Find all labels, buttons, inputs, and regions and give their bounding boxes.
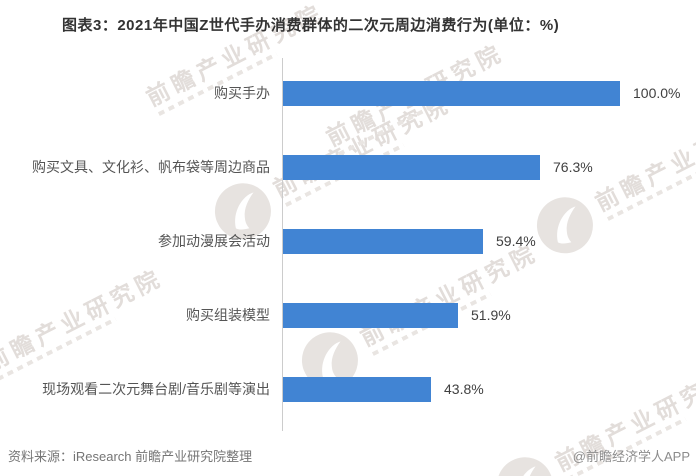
chart-title: 图表3：2021年中国Z世代手办消费群体的二次元周边消费行为(单位：%) bbox=[62, 17, 560, 34]
bar bbox=[283, 80, 620, 106]
bar-track: 43.8% bbox=[283, 376, 696, 402]
value-label: 59.4% bbox=[496, 233, 536, 249]
bar-rows: 购买手办 100.0% 购买文具、文化衫、帆布袋等周边商品 76.3% 参加动漫展会活动… bbox=[0, 56, 696, 426]
bar-row: 现场观看二次元舞台剧/音乐剧等演出 43.8% bbox=[0, 352, 696, 426]
bar-track: 100.0% bbox=[283, 80, 696, 106]
category-label: 购买组装模型 bbox=[186, 307, 270, 323]
bar bbox=[283, 228, 483, 254]
bar bbox=[283, 154, 540, 180]
source-note: 资料来源：iResearch 前瞻产业研究院整理 bbox=[8, 449, 253, 464]
value-label: 100.0% bbox=[633, 85, 681, 101]
plot-area: 购买手办 100.0% 购买文具、文化衫、帆布袋等周边商品 76.3% 参加动漫展会活动… bbox=[0, 56, 696, 431]
category-label: 购买手办 bbox=[214, 85, 270, 101]
footer: 资料来源：iResearch 前瞻产业研究院整理 @前瞻经济学人APP bbox=[8, 446, 690, 465]
bar-row: 参加动漫展会活动 59.4% bbox=[0, 204, 696, 278]
bar bbox=[283, 302, 458, 328]
bar-row: 购买组装模型 51.9% bbox=[0, 278, 696, 352]
category-label: 购买文具、文化衫、帆布袋等周边商品 bbox=[32, 159, 270, 175]
value-label: 76.3% bbox=[553, 159, 593, 175]
category-label: 现场观看二次元舞台剧/音乐剧等演出 bbox=[42, 381, 270, 397]
bar-row: 购买文具、文化衫、帆布袋等周边商品 76.3% bbox=[0, 130, 696, 204]
y-axis-line bbox=[282, 58, 283, 431]
bar bbox=[283, 376, 431, 402]
category-label: 参加动漫展会活动 bbox=[158, 233, 270, 249]
value-label: 43.8% bbox=[444, 381, 484, 397]
value-label: 51.9% bbox=[471, 307, 511, 323]
bar-row: 购买手办 100.0% bbox=[0, 56, 696, 130]
credit-note: @前瞻经济学人APP bbox=[572, 449, 690, 464]
bar-track: 51.9% bbox=[283, 302, 696, 328]
bar-track: 59.4% bbox=[283, 228, 696, 254]
bar-track: 76.3% bbox=[283, 154, 696, 180]
